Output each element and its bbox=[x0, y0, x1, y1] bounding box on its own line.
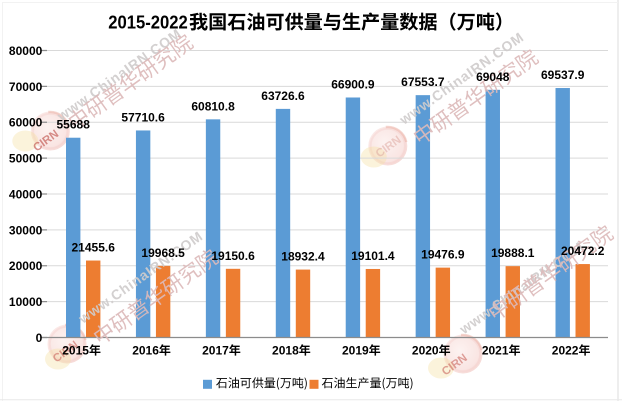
svg-text:2015-2022: 2015-2022 bbox=[108, 12, 188, 33]
svg-text:19150.6: 19150.6 bbox=[211, 249, 255, 263]
svg-text:60810.8: 60810.8 bbox=[191, 99, 235, 113]
svg-text:30000: 30000 bbox=[9, 223, 43, 237]
svg-text:2019: 2019 bbox=[342, 344, 369, 358]
svg-text:67553.7: 67553.7 bbox=[401, 75, 445, 89]
svg-text:2022: 2022 bbox=[552, 344, 579, 358]
svg-text:20000: 20000 bbox=[9, 259, 43, 273]
svg-text:50000: 50000 bbox=[9, 152, 43, 166]
svg-text:2020: 2020 bbox=[412, 344, 439, 358]
svg-text:18932.4: 18932.4 bbox=[281, 250, 325, 264]
svg-text:2015: 2015 bbox=[62, 344, 89, 358]
svg-text:2021: 2021 bbox=[482, 344, 509, 358]
svg-text:60000: 60000 bbox=[9, 116, 43, 130]
svg-text:70000: 70000 bbox=[9, 80, 43, 94]
svg-text:80000: 80000 bbox=[9, 44, 43, 58]
svg-text:40000: 40000 bbox=[9, 187, 43, 201]
svg-text:2017: 2017 bbox=[202, 344, 229, 358]
svg-text:19476.9: 19476.9 bbox=[421, 248, 465, 262]
svg-text:69048: 69048 bbox=[476, 70, 510, 84]
svg-text:2016: 2016 bbox=[132, 344, 159, 358]
svg-text:66900.9: 66900.9 bbox=[331, 77, 375, 91]
svg-text:19888.1: 19888.1 bbox=[491, 246, 535, 260]
svg-text:63726.6: 63726.6 bbox=[261, 89, 305, 103]
svg-text:2018: 2018 bbox=[272, 344, 299, 358]
svg-text:19968.5: 19968.5 bbox=[141, 246, 185, 260]
svg-text:55688: 55688 bbox=[57, 118, 91, 132]
svg-text:10000: 10000 bbox=[9, 295, 43, 309]
svg-text:21455.6: 21455.6 bbox=[72, 241, 116, 255]
svg-text:20472.2: 20472.2 bbox=[561, 244, 605, 258]
svg-text:69537.9: 69537.9 bbox=[541, 68, 585, 82]
svg-text:19101.4: 19101.4 bbox=[351, 249, 395, 263]
svg-text:0: 0 bbox=[36, 331, 43, 345]
svg-text:57710.6: 57710.6 bbox=[121, 110, 165, 124]
